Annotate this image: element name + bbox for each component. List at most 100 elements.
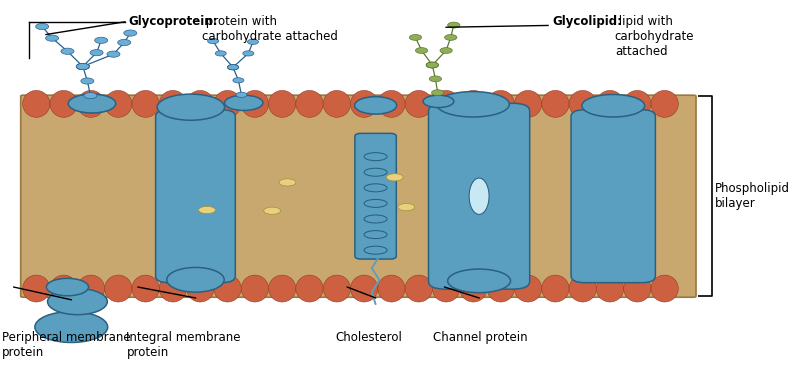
- Circle shape: [410, 34, 422, 40]
- Ellipse shape: [448, 269, 510, 293]
- Circle shape: [440, 48, 452, 53]
- FancyBboxPatch shape: [429, 103, 530, 289]
- Ellipse shape: [354, 97, 397, 114]
- Circle shape: [107, 51, 120, 57]
- Ellipse shape: [624, 90, 651, 117]
- FancyBboxPatch shape: [355, 133, 396, 259]
- Ellipse shape: [35, 311, 108, 343]
- Circle shape: [46, 35, 58, 41]
- FancyBboxPatch shape: [156, 110, 235, 283]
- Ellipse shape: [198, 206, 215, 214]
- Circle shape: [445, 34, 457, 40]
- Ellipse shape: [378, 90, 405, 117]
- Ellipse shape: [542, 275, 569, 302]
- Ellipse shape: [364, 246, 387, 254]
- Ellipse shape: [157, 94, 225, 120]
- Ellipse shape: [378, 275, 405, 302]
- Ellipse shape: [364, 184, 387, 192]
- Text: Channel protein: Channel protein: [433, 330, 528, 344]
- Ellipse shape: [105, 275, 132, 302]
- Ellipse shape: [405, 275, 433, 302]
- Ellipse shape: [651, 275, 678, 302]
- Circle shape: [81, 78, 94, 84]
- Ellipse shape: [469, 178, 489, 214]
- Ellipse shape: [214, 90, 242, 117]
- Ellipse shape: [514, 90, 542, 117]
- Ellipse shape: [296, 90, 323, 117]
- Ellipse shape: [437, 92, 510, 117]
- Ellipse shape: [50, 90, 78, 117]
- Ellipse shape: [186, 275, 214, 302]
- Ellipse shape: [78, 275, 105, 302]
- Text: Glycoprotein:: Glycoprotein:: [129, 15, 218, 27]
- Circle shape: [94, 37, 108, 44]
- Ellipse shape: [398, 203, 414, 211]
- Circle shape: [430, 76, 442, 82]
- Ellipse shape: [22, 90, 50, 117]
- Ellipse shape: [132, 90, 159, 117]
- Ellipse shape: [487, 275, 514, 302]
- Ellipse shape: [296, 275, 323, 302]
- Ellipse shape: [433, 275, 460, 302]
- Ellipse shape: [582, 94, 645, 117]
- Ellipse shape: [364, 231, 387, 239]
- Ellipse shape: [433, 90, 460, 117]
- Circle shape: [76, 63, 90, 70]
- Circle shape: [247, 39, 258, 44]
- Circle shape: [243, 51, 254, 56]
- Ellipse shape: [405, 90, 433, 117]
- Ellipse shape: [460, 275, 487, 302]
- Ellipse shape: [350, 275, 378, 302]
- Ellipse shape: [78, 90, 105, 117]
- Ellipse shape: [386, 174, 403, 181]
- Ellipse shape: [364, 153, 387, 161]
- Ellipse shape: [364, 199, 387, 208]
- Ellipse shape: [269, 90, 296, 117]
- Circle shape: [61, 48, 74, 54]
- Circle shape: [236, 92, 247, 97]
- Ellipse shape: [46, 278, 89, 296]
- Text: Cholesterol: Cholesterol: [336, 330, 402, 344]
- Ellipse shape: [214, 275, 242, 302]
- Circle shape: [76, 63, 90, 70]
- Circle shape: [426, 62, 438, 68]
- Ellipse shape: [350, 90, 378, 117]
- Circle shape: [124, 30, 137, 36]
- Text: lipid with
carbohydrate
attached: lipid with carbohydrate attached: [614, 15, 694, 57]
- Text: Glycolipid:: Glycolipid:: [552, 15, 622, 27]
- Ellipse shape: [105, 90, 132, 117]
- Ellipse shape: [242, 275, 269, 302]
- Circle shape: [448, 22, 460, 28]
- Circle shape: [84, 93, 97, 99]
- Circle shape: [227, 65, 238, 70]
- Circle shape: [90, 50, 103, 56]
- Circle shape: [426, 62, 438, 68]
- Text: Phospholipid
bilayer: Phospholipid bilayer: [715, 182, 790, 210]
- Circle shape: [233, 78, 244, 83]
- Ellipse shape: [542, 90, 569, 117]
- Ellipse shape: [68, 94, 116, 113]
- Text: Integral membrane
protein: Integral membrane protein: [126, 330, 241, 359]
- Ellipse shape: [269, 275, 296, 302]
- Ellipse shape: [364, 215, 387, 223]
- Circle shape: [76, 63, 90, 70]
- Ellipse shape: [279, 179, 296, 186]
- Ellipse shape: [22, 275, 50, 302]
- Ellipse shape: [423, 95, 454, 108]
- Ellipse shape: [186, 90, 214, 117]
- Circle shape: [431, 90, 444, 96]
- Ellipse shape: [651, 90, 678, 117]
- Circle shape: [415, 48, 428, 53]
- Ellipse shape: [460, 90, 487, 117]
- Ellipse shape: [569, 90, 596, 117]
- Circle shape: [426, 62, 438, 68]
- Ellipse shape: [166, 268, 224, 292]
- FancyBboxPatch shape: [21, 95, 696, 297]
- Ellipse shape: [596, 275, 624, 302]
- Circle shape: [227, 65, 238, 70]
- Ellipse shape: [159, 275, 186, 302]
- Ellipse shape: [624, 275, 651, 302]
- Ellipse shape: [47, 288, 107, 315]
- Ellipse shape: [159, 90, 186, 117]
- Circle shape: [76, 63, 90, 70]
